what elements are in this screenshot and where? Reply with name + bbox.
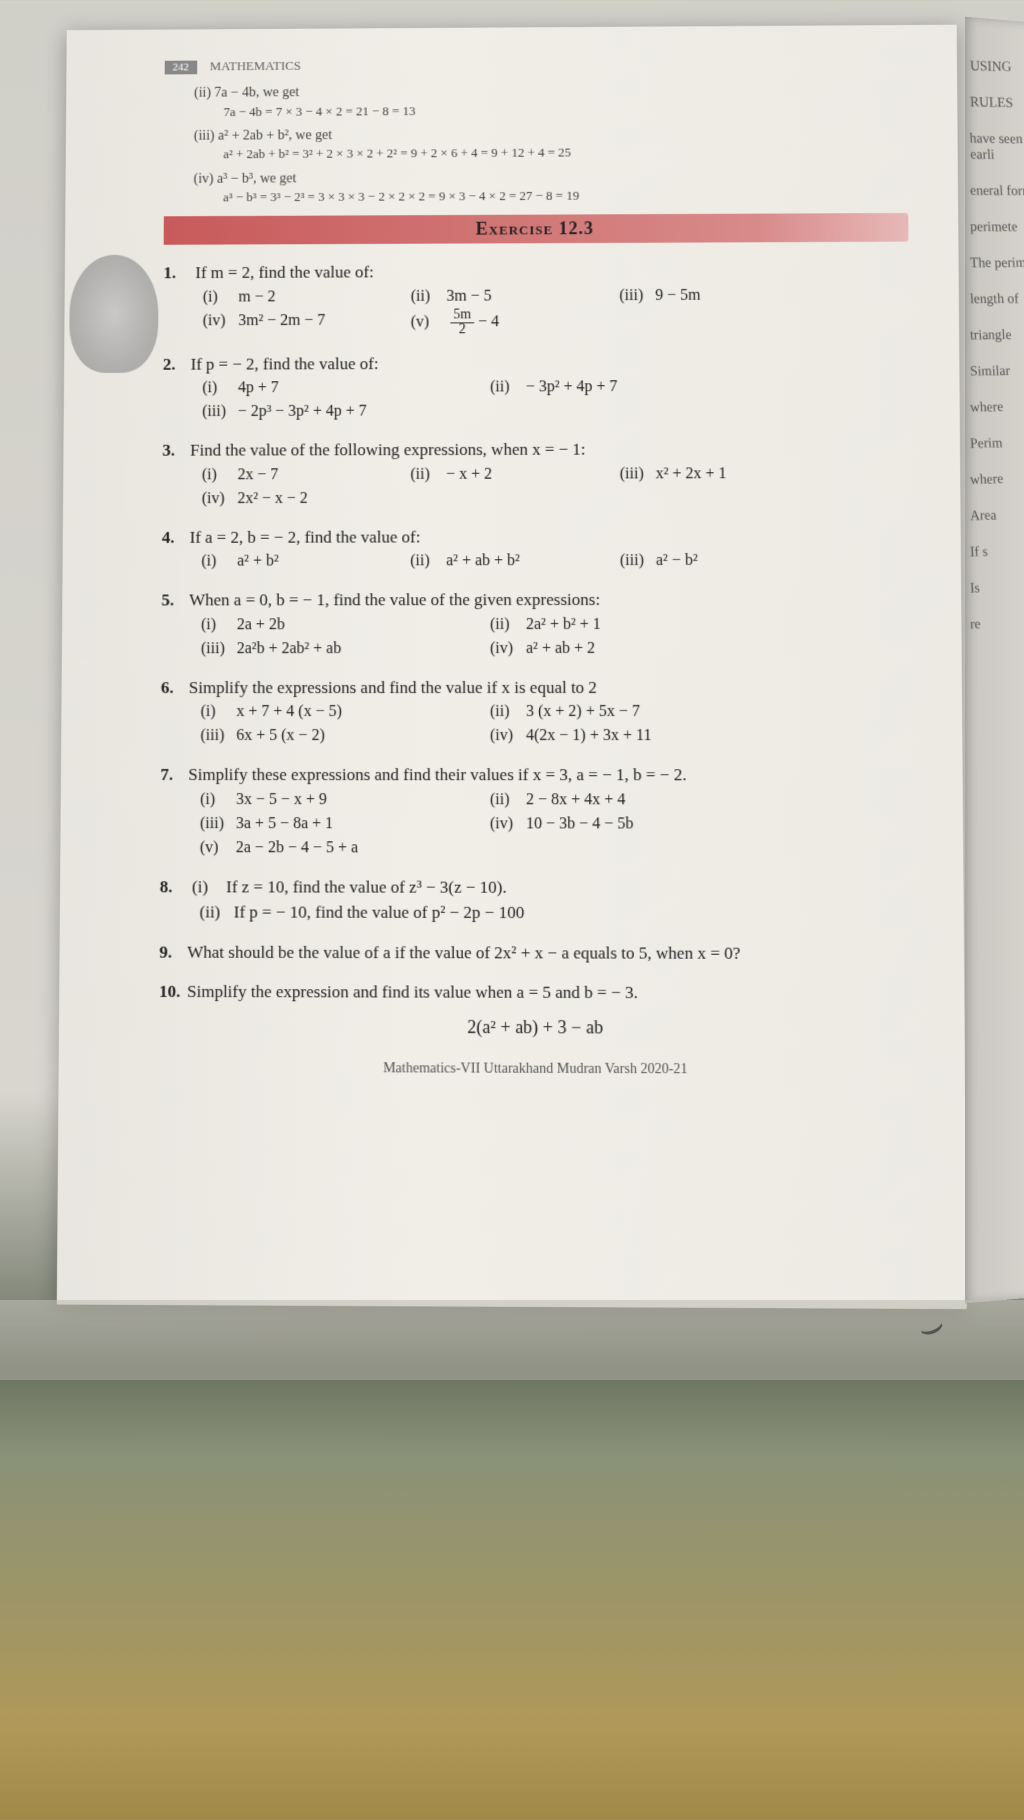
q7-opt-iii: (iii)3a + 5 − 8a + 1 [200,812,460,836]
question-4: 4.If a = 2, b = − 2, find the value of: … [162,524,911,574]
question-10: 10.Simplify the expression and find its … [159,979,914,1042]
question-7: 7.Simplify these expressions and find th… [160,762,913,861]
page-number-badge: 242 [165,61,197,75]
question-9: 9.What should be the value of a if the v… [159,939,913,966]
subject-label: MATHEMATICS [210,58,301,73]
q5-opt-i: (i)2a + 2b [201,613,460,637]
table-surface [0,1300,1024,1380]
question-3: 3.Find the value of the following expres… [162,436,910,511]
q1-opt-iv: (iv)3m² − 2m − 7 [203,309,381,338]
q3-opt-ii: (ii)− x + 2 [410,462,589,486]
q4-opt-iii: (iii)a² − b² [620,549,800,573]
exercise-banner: Exercise 12.3 [164,213,909,245]
q6-opt-i: (i)x + 7 + 4 (x − 5) [201,700,460,724]
question-6: 6.Simplify the expressions and find the … [161,675,912,749]
question-5: 5.When a = 0, b = − 1, find the value of… [161,587,911,661]
q3-opt-iv: (iv)2x² − x − 2 [202,487,381,511]
q1-opt-i: (i)m − 2 [203,285,381,309]
q7-opt-iv: (iv)10 − 3b − 4 − 5b [490,812,751,836]
worked-example-iii: (iii) a² + 2ab + b², we get a² + 2ab + b… [194,123,908,164]
q7-opt-v: (v)2a − 2b − 4 − 5 + a [200,836,460,860]
student-illustration [69,255,159,373]
worked-example-ii: (ii) 7a − 4b, we get 7a − 4b = 7 × 3 − 4… [194,80,908,121]
worked-example-iv: (iv) a³ − b³, we get a³ − b³ = 3³ − 2³ =… [193,166,908,207]
q6-opt-iii: (iii)6x + 5 (x − 2) [200,724,460,748]
question-8: 8. (i) If z = 10, find the value of z³ −… [160,874,914,927]
q1-opt-ii: (ii)3m − 5 [411,284,590,308]
q10-expression: 2(a² + ab) + 3 − ab [159,1013,914,1042]
q5-opt-iv: (iv)a² + ab + 2 [490,637,750,661]
q6-opt-ii: (ii)3 (x + 2) + 5x − 7 [490,700,751,724]
q3-opt-i: (i)2x − 7 [202,463,381,487]
q1-opt-v: (v) 5m2 − 4 [411,308,590,337]
question-1: 1. If m = 2, find the value of: (i)m − 2… [163,258,909,338]
q4-opt-ii: (ii)a² + ab + b² [410,549,590,573]
page-footer: Mathematics-VII Uttarakhand Mudran Varsh… [159,1060,915,1078]
question-2: 2.If p = − 2, find the value of: (i)4p +… [163,349,910,424]
q2-opt-iii: (iii)− 2p³ − 3p² + 4p + 7 [202,400,460,424]
q2-opt-ii: (ii)− 3p² + 4p + 7 [490,375,749,400]
q5-opt-iii: (iii)2a²b + 2ab² + ab [201,637,460,661]
textbook-page: 242 MATHEMATICS (ii) 7a − 4b, we get 7a … [57,25,967,1309]
q5-opt-ii: (ii)2a² + b² + 1 [490,613,750,637]
q2-opt-i: (i)4p + 7 [202,376,460,400]
q1-opt-iii: (iii)9 − 5m [619,283,799,307]
q4-opt-i: (i)a² + b² [201,550,380,574]
q3-opt-iii: (iii)x² + 2x + 1 [620,462,800,486]
page-header: 242 MATHEMATICS [165,54,908,74]
q7-opt-ii: (ii)2 − 8x + 4x + 4 [490,788,751,812]
q6-opt-iv: (iv)4(2x − 1) + 3x + 11 [490,724,751,748]
facing-page-edge: USING RULES have seen earli eneral form … [965,17,1024,1304]
q7-opt-i: (i)3x − 5 − x + 9 [200,788,460,812]
